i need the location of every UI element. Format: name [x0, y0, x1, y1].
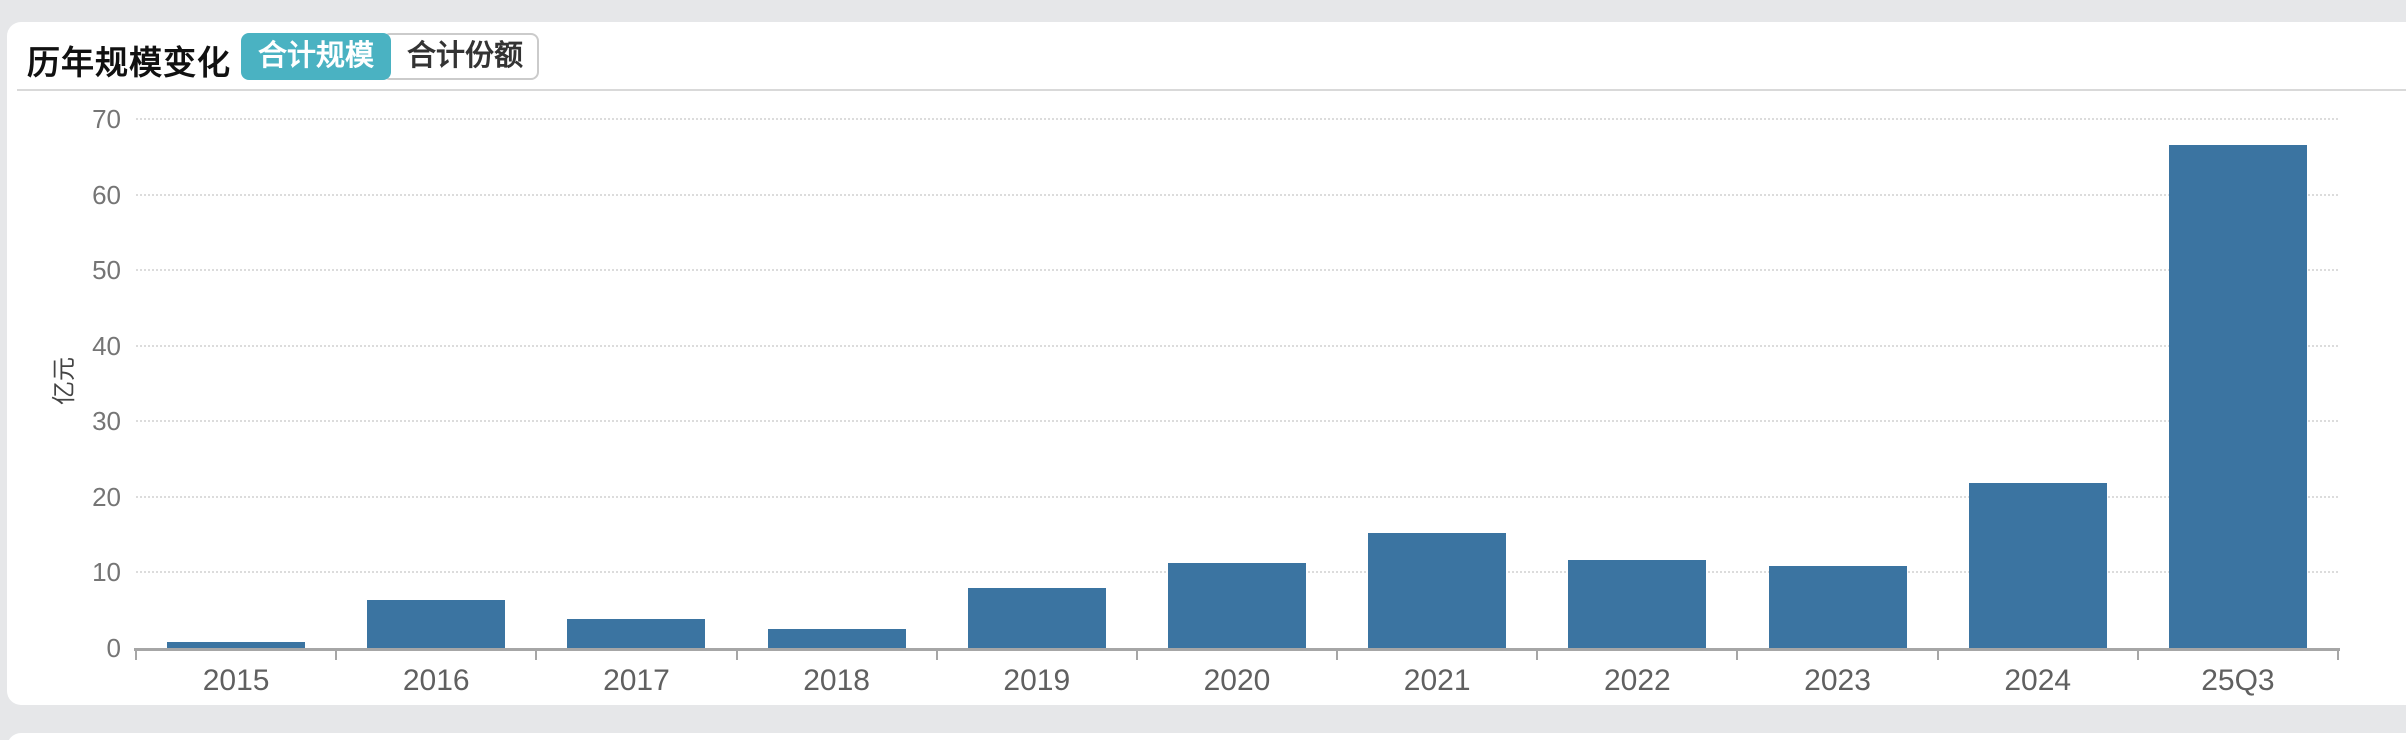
- y-tick-label-60: 60: [92, 179, 121, 210]
- x-tick-label-2016: 2016: [402, 664, 470, 697]
- y-tick-label-30: 30: [92, 406, 121, 437]
- y-tick-label-20: 20: [92, 481, 121, 512]
- x-axis-tick: [535, 651, 538, 660]
- bar-2019[interactable]: [967, 588, 1106, 648]
- tab-total-share[interactable]: 合计份额: [382, 33, 539, 80]
- gridline-30: [136, 420, 2338, 423]
- y-tick-label-10: 10: [92, 557, 121, 588]
- tabs-group: 合计规模 合计份额: [241, 33, 539, 80]
- x-tick-label-2020: 2020: [1203, 664, 1271, 697]
- bar-2015[interactable]: [167, 642, 306, 648]
- y-tick-label-50: 50: [92, 255, 121, 286]
- x-axis-tick: [1336, 651, 1339, 660]
- gridline-50: [136, 269, 2338, 272]
- gridline-70: [136, 118, 2338, 120]
- x-axis-tick: [935, 651, 938, 660]
- y-tick-label-40: 40: [92, 330, 121, 361]
- page-title: 历年规模变化: [27, 44, 231, 81]
- bar-2018[interactable]: [767, 629, 906, 648]
- bar-2023[interactable]: [1768, 566, 1907, 648]
- bar-2017[interactable]: [567, 619, 706, 648]
- x-axis-tick: [2136, 651, 2139, 660]
- bar-2020[interactable]: [1168, 563, 1306, 648]
- y-tick-label-0: 0: [106, 633, 121, 663]
- next-section-card: [7, 733, 2406, 740]
- x-axis-tick: [335, 651, 338, 660]
- x-axis-tick: [1936, 651, 1939, 660]
- x-tick-label-2023: 2023: [1804, 664, 1871, 697]
- gridline-20: [136, 495, 2338, 498]
- x-axis-tick: [1135, 651, 1138, 660]
- x-tick-label-2018: 2018: [803, 664, 870, 697]
- bar-2024[interactable]: [1968, 483, 2107, 648]
- x-axis-tick: [1736, 651, 1739, 660]
- x-tick-label-25Q3: 25Q3: [2201, 664, 2275, 697]
- x-axis-line: [134, 648, 2340, 651]
- x-tick-label-2015: 2015: [202, 664, 270, 697]
- x-axis-tick: [2337, 651, 2339, 660]
- x-axis-tick: [135, 651, 137, 660]
- x-tick-label-2024: 2024: [2004, 664, 2072, 697]
- gridline-40: [136, 344, 2338, 347]
- x-tick-label-2021: 2021: [1403, 664, 1471, 697]
- bar-2021[interactable]: [1368, 533, 1507, 648]
- card-header: 历年规模变化 合计规模 合计份额: [17, 22, 2406, 91]
- y-tick-label-70: 70: [92, 104, 121, 134]
- x-tick-label-2022: 2022: [1603, 664, 1671, 697]
- x-tick-label-2017: 2017: [603, 664, 670, 697]
- scale-history-card: 历年规模变化 合计规模 合计份额 亿元 0 10 20 30 40 50 60 70 2015 2…: [7, 22, 2406, 705]
- gridline-60: [136, 193, 2338, 196]
- bar-2022[interactable]: [1568, 560, 1707, 648]
- x-axis-tick: [1536, 651, 1539, 660]
- x-tick-label-2019: 2019: [1003, 664, 1071, 697]
- bar-2016[interactable]: [367, 600, 506, 648]
- bar-25Q3[interactable]: [2168, 145, 2307, 648]
- x-axis-tick: [735, 651, 738, 660]
- tab-total-scale[interactable]: 合计规模: [241, 33, 391, 80]
